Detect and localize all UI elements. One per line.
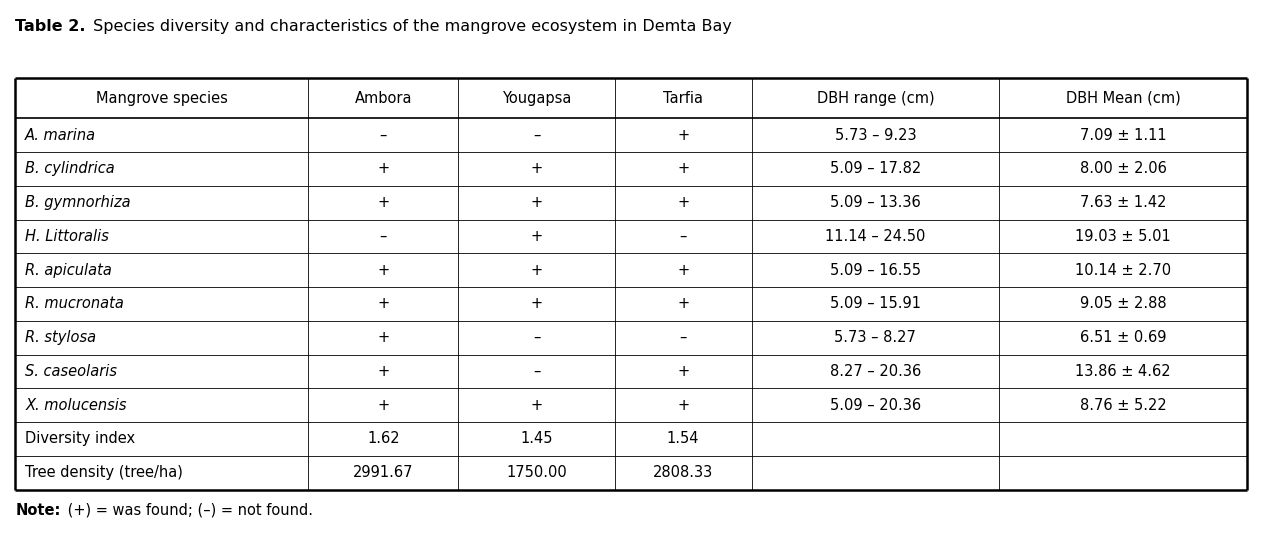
Text: 1.62: 1.62	[367, 431, 400, 447]
Text: Diversity index: Diversity index	[25, 431, 135, 447]
Text: 7.63 ± 1.42: 7.63 ± 1.42	[1080, 195, 1166, 210]
Text: 5.09 – 15.91: 5.09 – 15.91	[830, 296, 921, 312]
Text: S. caseolaris: S. caseolaris	[25, 364, 117, 379]
Text: Tarfia: Tarfia	[663, 91, 703, 105]
Text: DBH range (cm): DBH range (cm)	[817, 91, 934, 105]
Text: 6.51 ± 0.69: 6.51 ± 0.69	[1080, 330, 1166, 345]
Text: 8.00 ± 2.06: 8.00 ± 2.06	[1079, 161, 1166, 176]
Text: +: +	[530, 229, 543, 244]
Text: +: +	[678, 364, 689, 379]
Text: +: +	[377, 195, 390, 210]
Text: X. molucensis: X. molucensis	[25, 398, 126, 413]
Text: Table 2.: Table 2.	[15, 19, 86, 34]
Text: Note:: Note:	[15, 502, 61, 518]
Text: –: –	[679, 229, 687, 244]
Text: 1.45: 1.45	[520, 431, 553, 447]
Text: Yougapsa: Yougapsa	[502, 91, 572, 105]
Text: B. cylindrica: B. cylindrica	[25, 161, 115, 176]
Text: R. apiculata: R. apiculata	[25, 263, 112, 278]
Text: A. marina: A. marina	[25, 128, 96, 143]
Text: –: –	[380, 128, 387, 143]
Text: 8.76 ± 5.22: 8.76 ± 5.22	[1080, 398, 1166, 413]
Text: +: +	[377, 398, 390, 413]
Text: +: +	[377, 364, 390, 379]
Text: –: –	[533, 330, 540, 345]
Text: +: +	[678, 195, 689, 210]
Text: +: +	[377, 161, 390, 176]
Text: 13.86 ± 4.62: 13.86 ± 4.62	[1075, 364, 1171, 379]
Text: Mangrove species: Mangrove species	[96, 91, 227, 105]
Text: 2991.67: 2991.67	[353, 465, 414, 480]
Text: +: +	[377, 263, 390, 278]
Text: +: +	[678, 398, 689, 413]
Text: 5.09 – 16.55: 5.09 – 16.55	[830, 263, 921, 278]
Text: 5.09 – 13.36: 5.09 – 13.36	[830, 195, 921, 210]
Text: –: –	[533, 364, 540, 379]
Text: 2808.33: 2808.33	[652, 465, 713, 480]
Text: 8.27 – 20.36: 8.27 – 20.36	[829, 364, 921, 379]
Text: +: +	[678, 128, 689, 143]
Text: 9.05 ± 2.88: 9.05 ± 2.88	[1080, 296, 1166, 312]
Text: +: +	[678, 263, 689, 278]
Text: H. Littoralis: H. Littoralis	[25, 229, 109, 244]
Text: R. stylosa: R. stylosa	[25, 330, 96, 345]
Text: 11.14 – 24.50: 11.14 – 24.50	[825, 229, 925, 244]
Text: +: +	[530, 398, 543, 413]
Text: +: +	[678, 161, 689, 176]
Text: +: +	[377, 296, 390, 312]
Text: Tree density (tree/ha): Tree density (tree/ha)	[25, 465, 183, 480]
Text: 10.14 ± 2.70: 10.14 ± 2.70	[1075, 263, 1171, 278]
Text: (+) = was found; (–) = not found.: (+) = was found; (–) = not found.	[63, 502, 313, 518]
Text: R. mucronata: R. mucronata	[25, 296, 124, 312]
Text: Ambora: Ambora	[355, 91, 413, 105]
Text: 1.54: 1.54	[666, 431, 699, 447]
Text: –: –	[380, 229, 387, 244]
Text: 1750.00: 1750.00	[506, 465, 567, 480]
Text: –: –	[679, 330, 687, 345]
Text: –: –	[533, 128, 540, 143]
Text: 5.09 – 17.82: 5.09 – 17.82	[829, 161, 921, 176]
Text: 5.09 – 20.36: 5.09 – 20.36	[830, 398, 921, 413]
Text: +: +	[678, 296, 689, 312]
Text: B. gymnorhiza: B. gymnorhiza	[25, 195, 131, 210]
Text: +: +	[530, 195, 543, 210]
Text: +: +	[530, 263, 543, 278]
Text: 19.03 ± 5.01: 19.03 ± 5.01	[1075, 229, 1171, 244]
Text: 7.09 ± 1.11: 7.09 ± 1.11	[1080, 128, 1166, 143]
Text: 5.73 – 9.23: 5.73 – 9.23	[834, 128, 916, 143]
Text: +: +	[530, 296, 543, 312]
Text: DBH Mean (cm): DBH Mean (cm)	[1065, 91, 1180, 105]
Text: 5.73 – 8.27: 5.73 – 8.27	[834, 330, 916, 345]
Text: +: +	[530, 161, 543, 176]
Text: +: +	[377, 330, 390, 345]
Text: Species diversity and characteristics of the mangrove ecosystem in Demta Bay: Species diversity and characteristics of…	[88, 19, 732, 34]
